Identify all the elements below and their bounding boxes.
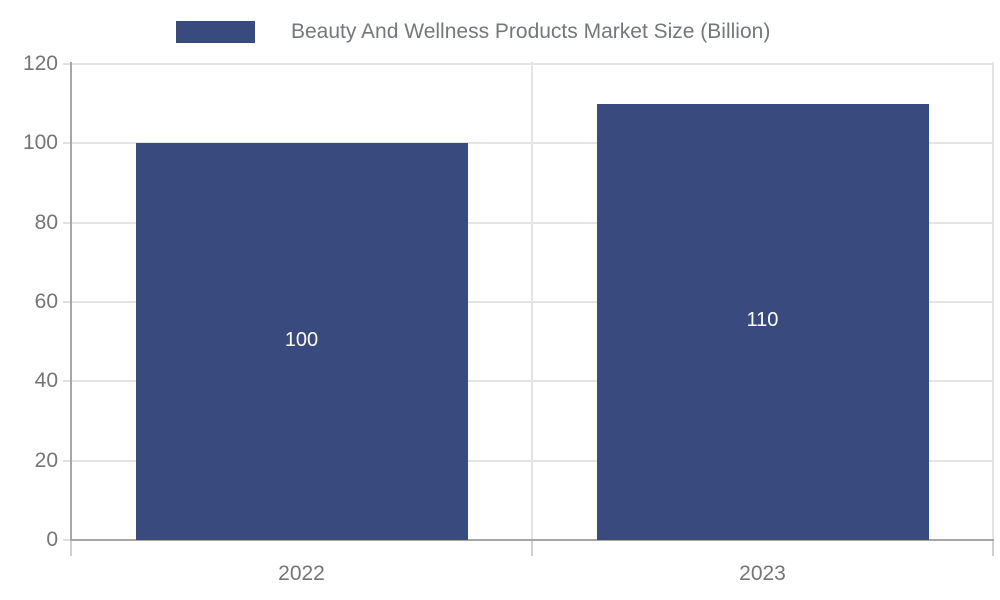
- y-axis-tick: [63, 380, 71, 383]
- bar-2023[interactable]: 110: [596, 103, 929, 540]
- gridline-vertical: [531, 62, 533, 540]
- x-axis-tick: [992, 540, 994, 556]
- y-axis-tick: [63, 63, 71, 65]
- x-axis-tick: [531, 540, 533, 556]
- bar-value-label: 110: [746, 308, 779, 331]
- y-axis-tick: [63, 459, 71, 462]
- bar-2022[interactable]: 100: [135, 143, 468, 540]
- y-axis-tick: [63, 539, 71, 541]
- y-axis-tick-label: 80: [34, 210, 58, 234]
- y-axis-tick: [63, 221, 71, 224]
- x-axis-tick: [70, 540, 72, 556]
- y-axis-tick-label: 0: [46, 528, 58, 551]
- gridline-vertical: [992, 62, 994, 540]
- y-axis-tick: [63, 301, 71, 303]
- x-axis-label: 2022: [278, 562, 325, 585]
- y-axis-tick-label: 40: [34, 369, 58, 393]
- bar-value-label: 100: [284, 328, 319, 351]
- y-axis-line: [70, 62, 72, 540]
- chart-legend[interactable]: Beauty And Wellness Products Market Size…: [176, 18, 770, 46]
- y-axis-tick-label: 100: [22, 131, 58, 155]
- y-axis-tick-label: 20: [34, 448, 58, 472]
- y-axis-tick-label: 60: [34, 290, 58, 313]
- x-axis-line: [70, 539, 994, 541]
- x-axis-label: 2023: [739, 562, 786, 585]
- y-axis-tick: [63, 142, 71, 145]
- legend-label: Beauty And Wellness Products Market Size…: [291, 20, 771, 43]
- y-axis-tick-label: 120: [22, 52, 58, 75]
- legend-swatch[interactable]: [176, 21, 255, 43]
